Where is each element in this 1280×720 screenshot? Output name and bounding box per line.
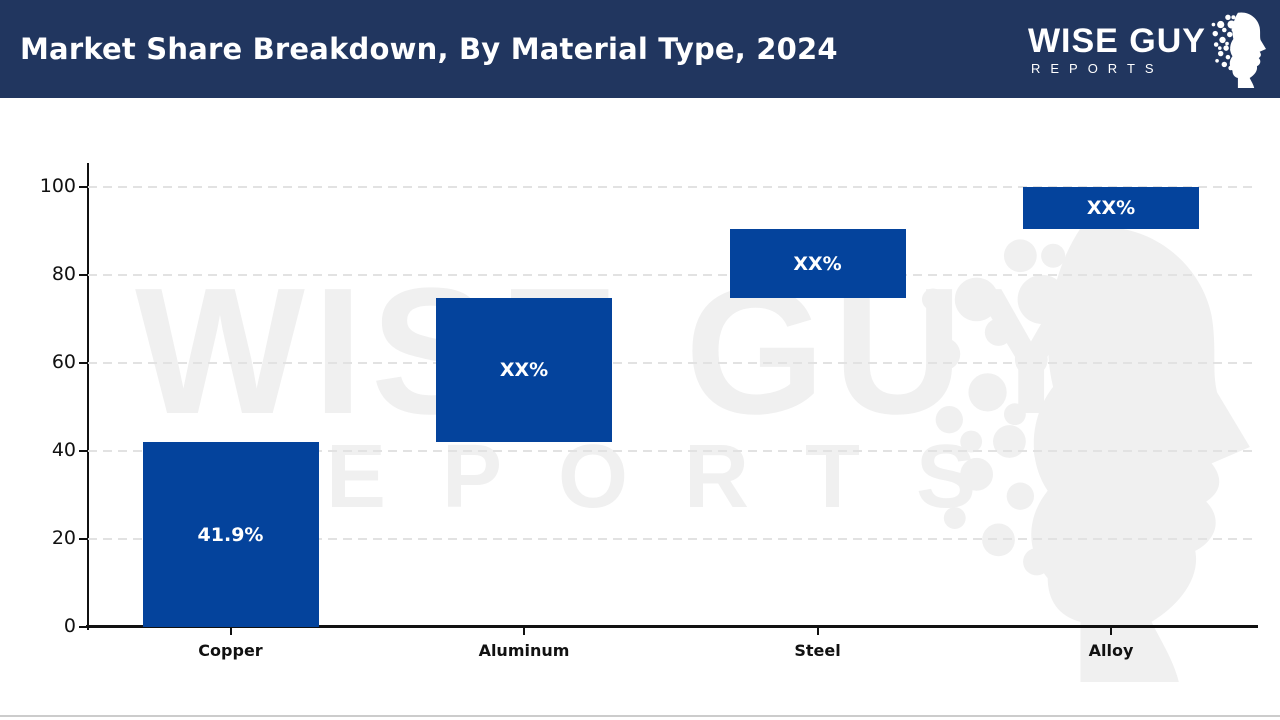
gridline-80	[88, 273, 1253, 276]
gridline-40	[88, 449, 1253, 452]
y-tick-label-60: 60	[51, 350, 76, 373]
bar-copper: 41.9%	[142, 442, 319, 627]
x-tick-mark-alloy	[1110, 628, 1112, 635]
x-tick-mark-copper	[229, 628, 232, 635]
logo-text-line2: REPORTS	[1030, 60, 1164, 76]
logo-wordmark: WISE GUY REPORTS	[1028, 24, 1206, 75]
logo-head-icon	[1208, 10, 1266, 88]
bar-value-label-steel: XX%	[793, 252, 842, 275]
x-axis-line	[86, 625, 1258, 628]
x-tick-label-alloy: Alloy	[1088, 641, 1134, 660]
y-tick-label-20: 20	[51, 526, 76, 549]
y-tick-mark-20	[79, 537, 87, 540]
y-axis-line	[87, 163, 89, 630]
gridline-100	[88, 185, 1253, 188]
bar-steel: XX%	[729, 228, 906, 299]
y-tick-label-100: 100	[39, 174, 76, 197]
y-tick-label-80: 80	[51, 262, 76, 285]
x-tick-mark-aluminum	[523, 628, 525, 635]
header-bar: Market Share Breakdown, By Material Type…	[0, 0, 1280, 98]
x-tick-mark-steel	[816, 628, 819, 635]
x-tick-label-copper: Copper	[198, 641, 263, 660]
y-tick-mark-80	[79, 273, 87, 276]
bar-value-label-alloy: XX%	[1086, 196, 1136, 219]
x-tick-label-aluminum: Aluminum	[478, 641, 570, 660]
y-tick-label-0: 0	[63, 615, 76, 637]
bar-value-label-copper: 41.9%	[197, 523, 264, 546]
bottom-divider	[0, 715, 1280, 717]
y-tick-label-40: 40	[51, 438, 76, 461]
x-tick-label-steel: Steel	[794, 641, 841, 660]
gridline-20	[88, 537, 1253, 540]
y-tick-mark-0	[79, 626, 87, 628]
y-tick-mark-60	[79, 361, 87, 364]
bar-aluminum: XX%	[436, 298, 612, 443]
chart-title: Market Share Breakdown, By Material Type…	[20, 32, 838, 66]
y-tick-mark-40	[79, 449, 87, 452]
bar-alloy: XX%	[1023, 186, 1199, 229]
bar-value-label-aluminum: XX%	[499, 359, 549, 382]
logo-text-line1: WISE GUY	[1027, 21, 1206, 60]
gridline-60	[88, 361, 1253, 364]
wiseguy-logo: WISE GUY REPORTS	[1028, 10, 1266, 88]
y-tick-mark-100	[79, 185, 87, 188]
